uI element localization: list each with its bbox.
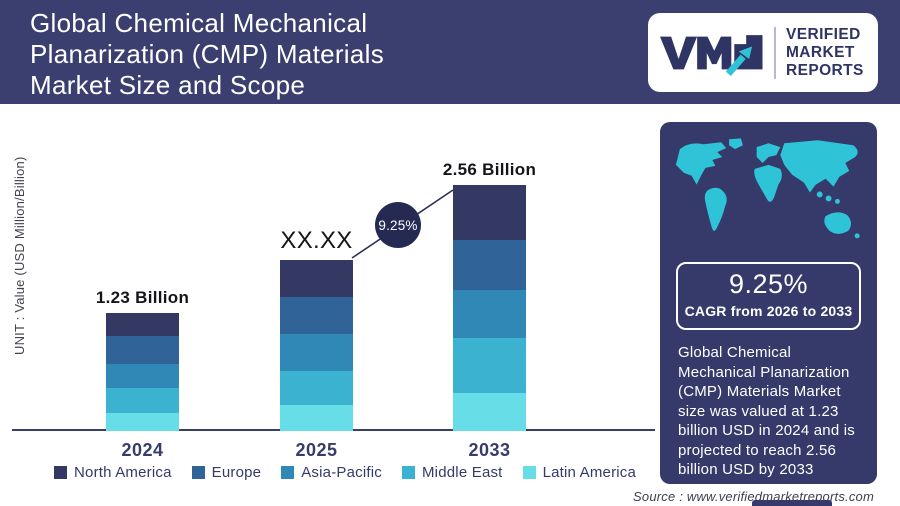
- market-summary-text: Global Chemical Mechanical Planarization…: [678, 344, 855, 478]
- x-tick-label: 2024: [121, 440, 164, 460]
- legend-swatch: [54, 466, 67, 479]
- legend-swatch: [401, 466, 415, 479]
- legend-label: Europe: [211, 464, 262, 481]
- bar-total-label: 2.56 Billion: [442, 160, 537, 180]
- summary-panel: 9.25% CAGR from 2026 to 2033 Global Chem…: [660, 122, 877, 484]
- bar-segment-europe: [280, 296, 353, 335]
- x-tick-label: 2033: [468, 440, 511, 460]
- page-title: Global Chemical Mechanical Planarization…: [30, 8, 385, 100]
- bar-segment-north-america: [280, 260, 353, 297]
- bar-stack: [106, 312, 179, 431]
- chart-legend: North America Europe Asia-Pacific Middle Ea…: [54, 464, 636, 481]
- legend-item-asia-pacific: Asia-Pacific: [281, 464, 382, 481]
- stacked-bar-chart: 1.23 Billion 2024 XX.XX 2025 2.56 Billion 203…: [12, 160, 655, 460]
- legend-item-latin-america: Latin America: [522, 464, 637, 481]
- legend-item-middle-east: Middle East: [401, 464, 503, 481]
- bar-segment-latin-america: [453, 392, 526, 431]
- logo-divider: [774, 26, 776, 79]
- legend-item-europe: Europe: [191, 464, 262, 481]
- logo-wordmark: VERIFIED MARKET REPORTS: [786, 25, 864, 79]
- bar-stack: [280, 260, 353, 431]
- bar-segment-europe: [453, 239, 526, 290]
- cagr-box: 9.25% CAGR from 2026 to 2033: [676, 262, 861, 330]
- bar-group-2033: 2.56 Billion 2033: [443, 160, 536, 460]
- bar-segment-latin-america: [280, 405, 353, 431]
- cagr-caption: CAGR from 2026 to 2033: [684, 303, 853, 319]
- cagr-value: 9.25%: [728, 269, 809, 299]
- legend-swatch: [281, 466, 295, 479]
- bar-segment-middle-east: [453, 337, 526, 393]
- x-tick-label: 2025: [295, 440, 338, 460]
- bar-stack: [453, 185, 526, 431]
- bar-segment-middle-east: [106, 387, 179, 413]
- bar-segment-north-america: [106, 312, 179, 336]
- legend-label: Latin America: [542, 464, 637, 481]
- bar-total-label: XX.XX: [280, 227, 353, 255]
- header: Global Chemical Mechanical Planarization…: [0, 0, 900, 104]
- vmr-logo: VERIFIED MARKET REPORTS: [648, 13, 878, 92]
- bottom-accent-bar: [752, 500, 832, 506]
- legend-item-north-america: North America: [54, 464, 172, 481]
- cagr-callout-bubble: 9.25%: [375, 202, 421, 248]
- bar-segment-asia-pacific: [453, 289, 526, 338]
- bar-total-label: 1.23 Billion: [95, 287, 190, 307]
- legend-label: Asia-Pacific: [301, 464, 382, 481]
- legend-swatch: [191, 466, 205, 479]
- world-map-icon: [675, 138, 860, 239]
- bar-segment-north-america: [453, 185, 526, 240]
- bar-segment-europe: [106, 335, 179, 364]
- bar-segment-asia-pacific: [280, 334, 353, 371]
- bar-segment-asia-pacific: [106, 363, 179, 388]
- bar-group-2024: 1.23 Billion 2024: [96, 288, 189, 460]
- legend-label: Middle East: [421, 464, 503, 481]
- bar-group-2025: XX.XX 2025: [280, 227, 353, 460]
- legend-swatch: [522, 466, 536, 479]
- bar-segment-middle-east: [280, 370, 353, 406]
- vmr-logo-icon: [660, 34, 763, 76]
- bar-segment-latin-america: [106, 412, 179, 431]
- legend-label: North America: [74, 464, 172, 481]
